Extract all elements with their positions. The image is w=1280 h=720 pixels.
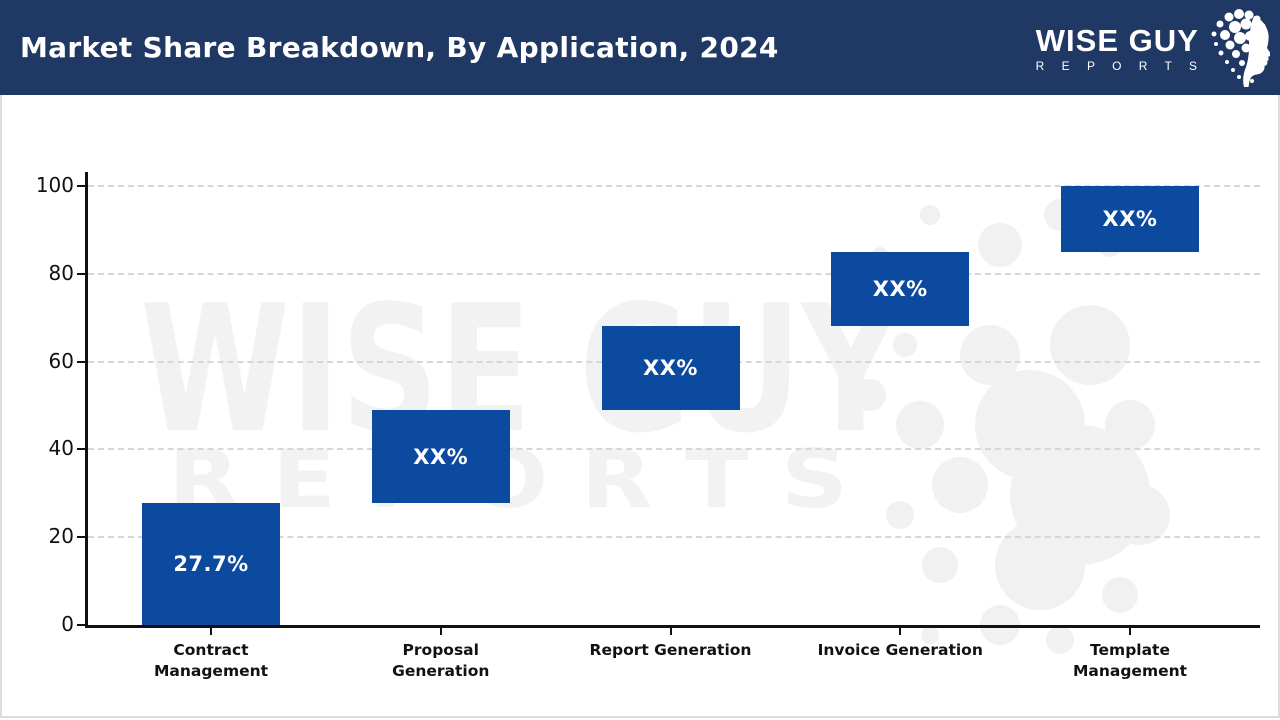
logo-wordmark: WISE GUY bbox=[1035, 23, 1199, 58]
bar-value-label: XX% bbox=[413, 444, 469, 469]
y-tick-label-60: 60 bbox=[48, 348, 74, 373]
y-tick-0 bbox=[77, 624, 86, 626]
x-tick-label-3: Report Generation bbox=[561, 640, 781, 661]
x-tick-label-line: Management bbox=[1072, 662, 1188, 680]
y-tick-60 bbox=[77, 360, 86, 363]
y-tick-label-80: 80 bbox=[48, 260, 74, 285]
watermark-wordmark: WISE GUY bbox=[140, 269, 902, 472]
x-axis bbox=[85, 625, 1260, 628]
wise-guy-logo: WISE GUY R E P O R T S bbox=[1020, 4, 1270, 92]
x-tick-label-line: Generation bbox=[392, 662, 490, 680]
bar-value-label: XX% bbox=[1102, 206, 1158, 231]
x-tick-label-line: Template bbox=[1090, 641, 1170, 659]
bar-3: XX% bbox=[601, 326, 740, 410]
y-tick-80 bbox=[77, 272, 86, 275]
y-axis bbox=[85, 172, 88, 628]
header: Market Share Breakdown, By Application, … bbox=[0, 0, 1280, 95]
bar-1: 27.7% bbox=[142, 503, 280, 625]
y-tick-label-0: 0 bbox=[61, 612, 74, 636]
card-left-edge bbox=[0, 95, 2, 718]
card-bottom-edge bbox=[0, 716, 1280, 718]
x-tick-3 bbox=[669, 628, 672, 635]
y-gridline-100 bbox=[88, 185, 1260, 187]
bar-value-label: XX% bbox=[872, 277, 928, 302]
x-tick-label-line: Proposal bbox=[402, 641, 479, 659]
y-tick-20 bbox=[77, 536, 86, 539]
y-gridline-40 bbox=[88, 448, 1260, 451]
logo-head-icon bbox=[1211, 9, 1270, 87]
watermark-head-dots bbox=[854, 199, 1170, 654]
bar-5: XX% bbox=[1061, 186, 1199, 252]
y-tick-label-100: 100 bbox=[35, 173, 74, 197]
x-tick-label-line: Contract bbox=[173, 641, 249, 659]
x-tick-label-1: Contract Management bbox=[101, 640, 321, 682]
y-gridline-80 bbox=[88, 272, 1260, 275]
x-tick-label-4: Invoice Generation bbox=[790, 640, 1010, 661]
watermark: WISE GUY R E P O R T S bbox=[140, 199, 1170, 654]
bar-value-label: XX% bbox=[643, 356, 698, 381]
card-right-edge bbox=[1278, 95, 1280, 718]
x-tick-label-line: Invoice Generation bbox=[817, 641, 983, 659]
y-tick-label-20: 20 bbox=[48, 524, 74, 549]
y-tick-40 bbox=[77, 448, 86, 451]
x-tick-label-2: Proposal Generation bbox=[331, 640, 551, 682]
x-tick-5 bbox=[1129, 628, 1131, 635]
bar-value-label: 27.7% bbox=[173, 552, 249, 577]
x-tick-label-line: Report Generation bbox=[589, 641, 752, 659]
logo-subtext: R E P O R T S bbox=[1035, 59, 1204, 73]
x-tick-label-5: Template Management bbox=[1020, 640, 1240, 682]
logo-text: WISE GUY R E P O R T S bbox=[1031, 24, 1204, 73]
y-gridline-20 bbox=[88, 536, 1260, 539]
bar-2: XX% bbox=[371, 409, 510, 504]
y-tick-label-40: 40 bbox=[48, 436, 74, 461]
x-tick-1 bbox=[210, 628, 212, 635]
x-tick-label-line: Management bbox=[153, 662, 269, 680]
bar-4: XX% bbox=[831, 251, 970, 327]
x-tick-2 bbox=[439, 628, 442, 635]
chart-title: Market Share Breakdown, By Application, … bbox=[20, 31, 779, 64]
y-tick-100 bbox=[77, 185, 86, 187]
x-tick-4 bbox=[899, 628, 902, 635]
